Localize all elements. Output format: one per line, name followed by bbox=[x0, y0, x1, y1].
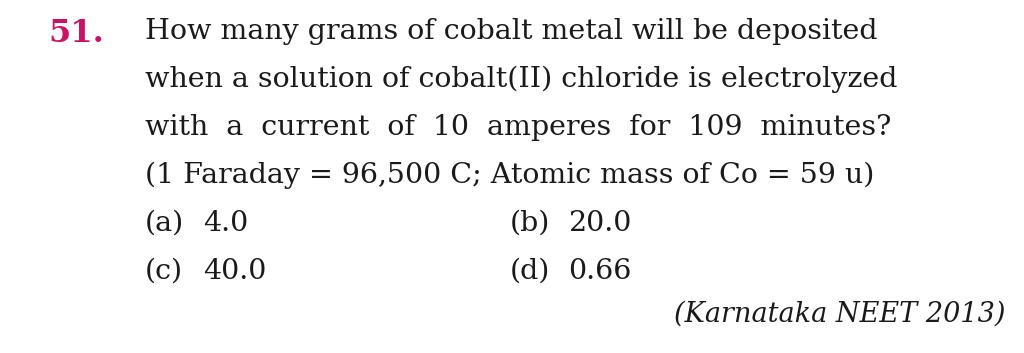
Text: 40.0: 40.0 bbox=[203, 258, 266, 285]
Text: (c): (c) bbox=[145, 258, 183, 285]
Text: when a solution of cobalt(II) chloride is electrolyzed: when a solution of cobalt(II) chloride i… bbox=[145, 66, 897, 93]
Text: 51.: 51. bbox=[48, 18, 103, 49]
Text: (b): (b) bbox=[510, 210, 550, 237]
Text: 4.0: 4.0 bbox=[203, 210, 248, 237]
Text: (d): (d) bbox=[510, 258, 550, 285]
Text: How many grams of cobalt metal will be deposited: How many grams of cobalt metal will be d… bbox=[145, 18, 878, 45]
Text: 20.0: 20.0 bbox=[568, 210, 632, 237]
Text: (1 Faraday = 96,500 C; Atomic mass of Co = 59 u): (1 Faraday = 96,500 C; Atomic mass of Co… bbox=[145, 162, 874, 189]
Text: (a): (a) bbox=[145, 210, 184, 237]
Text: 0.66: 0.66 bbox=[568, 258, 632, 285]
Text: (Karnataka NEET 2013): (Karnataka NEET 2013) bbox=[674, 301, 1005, 328]
Text: with  a  current  of  10  amperes  for  109  minutes?: with a current of 10 amperes for 109 min… bbox=[145, 114, 891, 141]
